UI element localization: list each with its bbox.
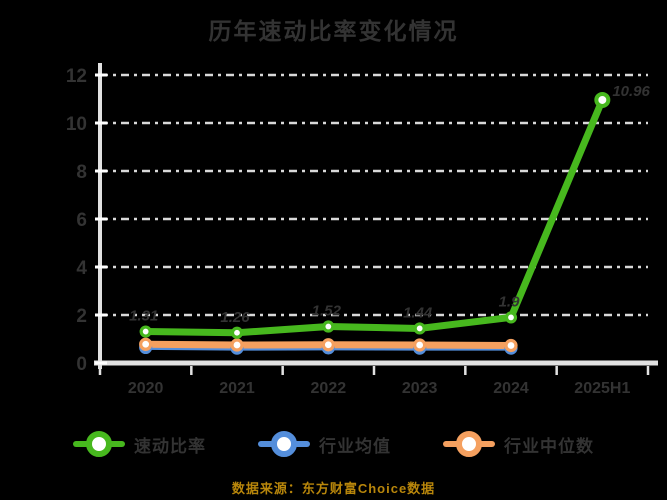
data-label: 1.9 [499,293,521,310]
legend: 速动比率 行业均值 行业中位数 [0,431,667,457]
data-label: 1.44 [403,304,433,321]
chart-title: 历年速动比率变化情况 [208,18,459,44]
data-label: 1.26 [220,309,250,326]
line-marker-icon [73,431,125,457]
y-tick-label: 12 [66,66,87,87]
legend-item-quick-ratio[interactable]: 速动比率 [73,431,206,457]
x-tick-label: 2024 [493,380,529,397]
x-tick-label: 2025H1 [574,380,630,397]
data-label: 1.52 [312,303,342,320]
industry-median-point [504,338,518,353]
source-watermark: 数据来源：东方财富Choice数据 [231,481,436,496]
legend-item-industry-mean[interactable]: 行业均值 [258,431,391,457]
x-tick-label: 2022 [311,380,347,397]
quick-ratio-point [139,325,152,338]
quick-ratio-point [504,311,518,324]
x-tick-label: 2020 [128,380,164,397]
industry-median-point [230,338,244,352]
industry-median-point [321,338,335,352]
industry-median-point [139,337,153,351]
quick-ratio-point [594,91,611,108]
y-tick-label: 2 [76,306,87,327]
x-tick-label: 2023 [402,380,438,397]
quick-ratio-point [230,326,244,339]
quick-ratio-line [142,96,606,337]
quick-ratio-point [322,320,335,333]
data-label: 10.96 [612,83,650,100]
quick-ratio-point [413,322,426,335]
y-tick-label: 0 [76,354,87,375]
legend-label-industry-median: 行业中位数 [504,436,594,456]
y-tick-label: 4 [76,258,87,279]
legend-item-industry-median[interactable]: 行业中位数 [443,431,594,457]
line-marker-icon [258,431,310,457]
line-marker-icon [443,431,495,457]
legend-label-industry-mean: 行业均值 [319,436,391,456]
industry-median-point [413,338,427,352]
y-tick-label: 8 [76,162,87,183]
y-tick-label: 10 [66,114,87,135]
legend-label-quick-ratio: 速动比率 [134,436,206,456]
y-tick-label: 6 [76,210,87,231]
x-tick-label: 2021 [219,380,255,397]
data-label: 1.31 [129,308,158,325]
